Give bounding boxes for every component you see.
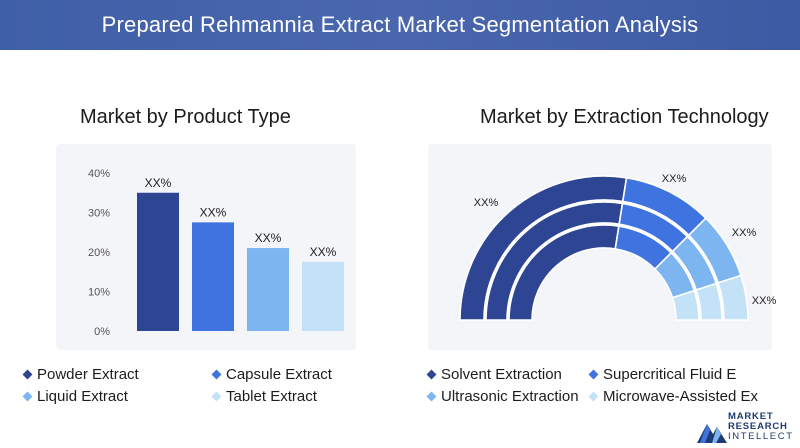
donut-data-label: XX% (474, 197, 499, 209)
legend-marker-icon (22, 369, 33, 380)
bar-capsule-extract (192, 222, 234, 331)
legend-marker-icon (588, 369, 599, 380)
legend-item-tablet-extract: Tablet Extract (211, 388, 317, 405)
legend-item-supercritical-fluid: Supercritical Fluid E (588, 366, 737, 383)
y-tick-label: 0% (94, 326, 110, 338)
legend-label: Tablet Extract (226, 388, 317, 405)
legend-marker-icon (211, 369, 222, 380)
y-tick-label: 20% (88, 247, 110, 259)
bar-liquid-extract (247, 248, 289, 331)
legend-label: Solvent Extraction (441, 366, 562, 383)
logo-line: INTELLECT (728, 431, 794, 442)
legend-item-microwave-assisted: Microwave-Assisted Ex (588, 388, 759, 405)
bar-data-label: XX% (200, 205, 227, 219)
legend-marker-icon (426, 369, 437, 380)
bar-data-label: XX% (310, 245, 337, 259)
legend-item-liquid-extract: Liquid Extract (22, 388, 128, 405)
header-banner: Prepared Rehmannia Extract Market Segmen… (0, 0, 800, 50)
bar-data-label: XX% (255, 231, 282, 245)
legend-item-powder-extract: Powder Extract (22, 366, 139, 383)
legend-label: Supercritical Fluid E (603, 366, 737, 383)
legend-marker-icon (22, 391, 33, 402)
y-tick-label: 30% (88, 208, 110, 220)
legend-label: Liquid Extract (37, 388, 128, 405)
bar-data-label: XX% (145, 176, 172, 190)
logo-line: RESEARCH (728, 421, 788, 432)
bar-powder-extract (137, 192, 179, 331)
legend-marker-icon (426, 391, 437, 402)
donut-segment-microwave-assisted-ex (671, 289, 700, 321)
mountain-logo-icon (697, 424, 727, 443)
donut-segment-microwave-assisted-ex (695, 282, 723, 321)
legend-label: Powder Extract (37, 366, 139, 383)
company-logo: MARKET RESEARCH INTELLECT (696, 410, 796, 446)
donut-data-label: XX% (752, 295, 777, 307)
donut-chart-title: Market by Extraction Technology (480, 106, 769, 128)
page-title: Prepared Rehmannia Extract Market Segmen… (101, 12, 699, 37)
legend-marker-icon (588, 391, 599, 402)
logo-line: MARKET (728, 411, 774, 422)
donut-segment-microwave-assisted-ex (717, 274, 749, 321)
bar-tablet-extract (302, 261, 344, 331)
y-tick-label: 10% (88, 287, 110, 299)
legend-label: Capsule Extract (226, 366, 332, 383)
legend-label: Microwave-Assisted Ex (603, 388, 759, 405)
bar-chart-title: Market by Product Type (80, 106, 291, 128)
y-tick-label: 40% (88, 168, 110, 180)
legend-item-capsule-extract: Capsule Extract (211, 366, 332, 383)
donut-data-label: XX% (662, 173, 687, 185)
legend-marker-icon (211, 391, 222, 402)
legend-item-solvent-extraction: Solvent Extraction (426, 366, 562, 383)
logo-wordmark: MARKET RESEARCH INTELLECT (728, 412, 794, 442)
legend-item-ultrasonic-extraction: Ultrasonic Extraction (426, 388, 579, 405)
donut-data-label: XX% (732, 227, 757, 239)
legend-label: Ultrasonic Extraction (441, 388, 579, 405)
